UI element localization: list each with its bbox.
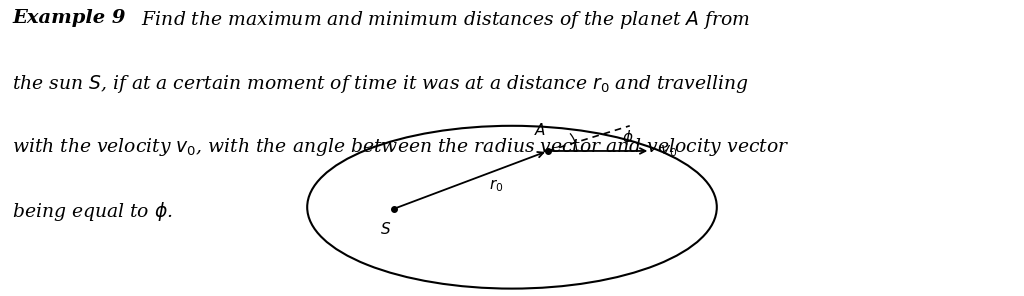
Text: with the velocity $v_0$, with the angle between the radius vector and velocity v: with the velocity $v_0$, with the angle … bbox=[12, 136, 790, 158]
Text: $S$: $S$ bbox=[381, 221, 391, 237]
Text: Find the maximum and minimum distances of the planet $A$ from: Find the maximum and minimum distances o… bbox=[130, 9, 751, 31]
Text: $\phi$: $\phi$ bbox=[622, 128, 634, 147]
Text: $r_0$: $r_0$ bbox=[489, 177, 504, 194]
Text: the sun $S$, if at a certain moment of time it was at a distance $r_0$ and trave: the sun $S$, if at a certain moment of t… bbox=[12, 73, 750, 94]
Text: Example 9: Example 9 bbox=[12, 9, 126, 27]
Text: being equal to $\phi$.: being equal to $\phi$. bbox=[12, 200, 173, 223]
Text: $v_0$: $v_0$ bbox=[660, 143, 678, 159]
Text: $A$: $A$ bbox=[534, 122, 546, 138]
